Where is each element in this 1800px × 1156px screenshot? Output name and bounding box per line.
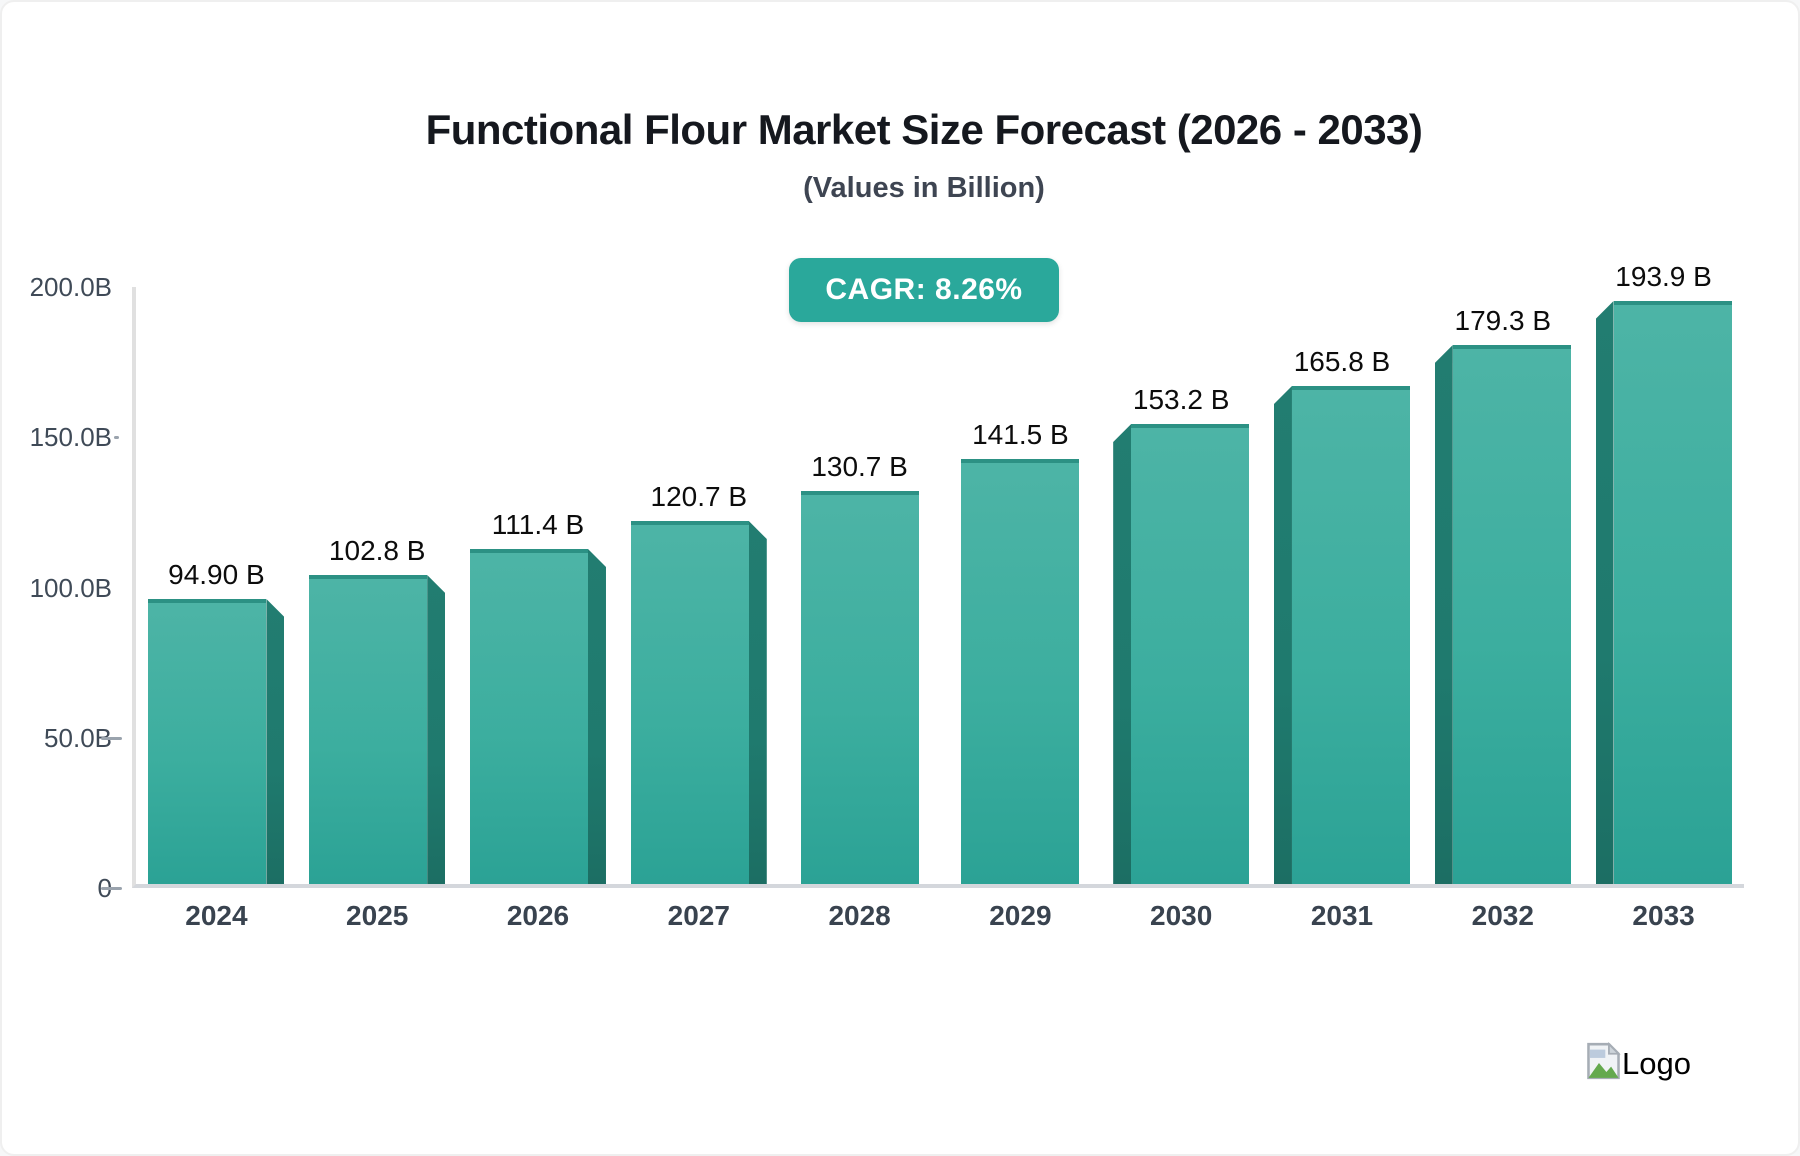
- bar-value-label: 179.3 B: [1454, 305, 1552, 336]
- bar-side-face: [748, 521, 767, 884]
- bars-container: 94.90 B 2024 102.8 B 2025 111.4 B 2026 120.7 B…: [136, 261, 1744, 931]
- bar-value-label: 111.4 B: [491, 509, 585, 540]
- x-axis-label: 2031: [1310, 900, 1374, 931]
- bar[interactable]: 130.7 B: [800, 451, 919, 884]
- bar-slot: 120.7 B 2027: [618, 287, 779, 931]
- bar[interactable]: 141.5 B: [961, 419, 1080, 884]
- bar-slot: 111.4 B 2026: [458, 287, 619, 931]
- bar-face[interactable]: [961, 459, 1080, 884]
- broken-image-icon: [1586, 1041, 1621, 1085]
- bar-slot: 179.3 B 2032: [1422, 287, 1583, 931]
- x-axis-label: 2032: [1471, 900, 1534, 931]
- bar-face[interactable]: [1452, 345, 1571, 884]
- bar-value-label: 193.9 B: [1615, 261, 1712, 292]
- x-axis-label: 2029: [989, 900, 1052, 931]
- x-axis-label: 2027: [667, 900, 730, 931]
- bar[interactable]: 193.9 B: [1595, 261, 1732, 884]
- y-axis-label: 100.0B: [29, 572, 112, 603]
- bar-side-face: [1595, 301, 1614, 884]
- bar-face[interactable]: [148, 599, 267, 884]
- bar-value-label: 102.8 B: [328, 535, 426, 566]
- bar-side-face: [587, 549, 606, 884]
- bar-face[interactable]: [1613, 301, 1732, 884]
- bar-face[interactable]: [309, 575, 428, 884]
- y-axis-tick: [114, 436, 119, 440]
- bar-face[interactable]: [1291, 386, 1410, 884]
- y-axis-tick: [101, 887, 122, 890]
- bar-side-face: [427, 575, 446, 884]
- bar-value-label: 120.7 B: [650, 481, 748, 512]
- chart-subtitle: (Values in Billion): [803, 172, 1045, 204]
- bar-value-label: 130.7 B: [811, 451, 908, 482]
- x-axis-label: 2033: [1632, 900, 1695, 931]
- bar[interactable]: 165.8 B: [1273, 346, 1410, 884]
- bar-value-label: 141.5 B: [972, 419, 1069, 450]
- bar-value-label: 94.90 B: [168, 559, 265, 590]
- bar-slot: 130.7 B 2028: [779, 287, 940, 931]
- x-axis-label: 2028: [828, 900, 891, 931]
- bar-slot: 153.2 B 2030: [1101, 287, 1262, 931]
- bar-face[interactable]: [469, 549, 588, 884]
- bar-face[interactable]: [800, 491, 919, 884]
- bar-slot: 94.90 B 2024: [136, 287, 297, 931]
- bar-slot: 141.5 B 2029: [940, 287, 1101, 931]
- bar[interactable]: 94.90 B: [148, 559, 285, 884]
- x-axis-label: 2025: [346, 900, 409, 931]
- cagr-badge-wrap: CAGR: 8.26%: [46, 258, 1798, 322]
- y-axis-label: 0: [2, 874, 112, 902]
- bar-value-label: 165.8 B: [1293, 346, 1391, 377]
- bar[interactable]: 153.2 B: [1113, 384, 1250, 884]
- y-axis-tick: [101, 736, 122, 740]
- bar-value-label: 153.2 B: [1132, 384, 1230, 415]
- bar-side-face: [1273, 386, 1292, 884]
- logo-alt-text: Logo: [1622, 1045, 1691, 1081]
- x-axis-label: 2024: [185, 900, 248, 931]
- bar-side-face: [266, 599, 285, 884]
- bar[interactable]: 111.4 B: [469, 509, 606, 884]
- bar-slot: 193.9 B 2033: [1583, 261, 1744, 931]
- plot-area: 94.90 B 2024 102.8 B 2025 111.4 B 2026 120.7 B…: [132, 261, 1744, 931]
- bar[interactable]: 179.3 B: [1434, 305, 1571, 884]
- y-axis-label: 150.0B: [29, 422, 112, 453]
- bar-side-face: [1434, 345, 1453, 884]
- logo: Logo: [1586, 1041, 1691, 1085]
- bar-face[interactable]: [630, 521, 749, 884]
- bar-slot: 165.8 B 2031: [1262, 287, 1423, 931]
- chart-header: Functional Flour Market Size Forecast (2…: [46, 2, 1798, 205]
- bar-side-face: [1113, 424, 1132, 884]
- bar[interactable]: 120.7 B: [630, 481, 767, 884]
- bar-face[interactable]: [1131, 424, 1250, 884]
- y-axis-label: 50.0B: [44, 722, 112, 753]
- bar[interactable]: 102.8 B: [309, 535, 446, 884]
- x-axis-label: 2030: [1150, 900, 1213, 931]
- chart-title: Functional Flour Market Size Forecast (2…: [425, 106, 1423, 153]
- x-axis-label: 2026: [506, 900, 570, 931]
- bar-slot: 102.8 B 2025: [297, 287, 458, 931]
- y-axis-label: 200.0B: [29, 272, 112, 302]
- cagr-badge: CAGR: 8.26%: [789, 258, 1059, 322]
